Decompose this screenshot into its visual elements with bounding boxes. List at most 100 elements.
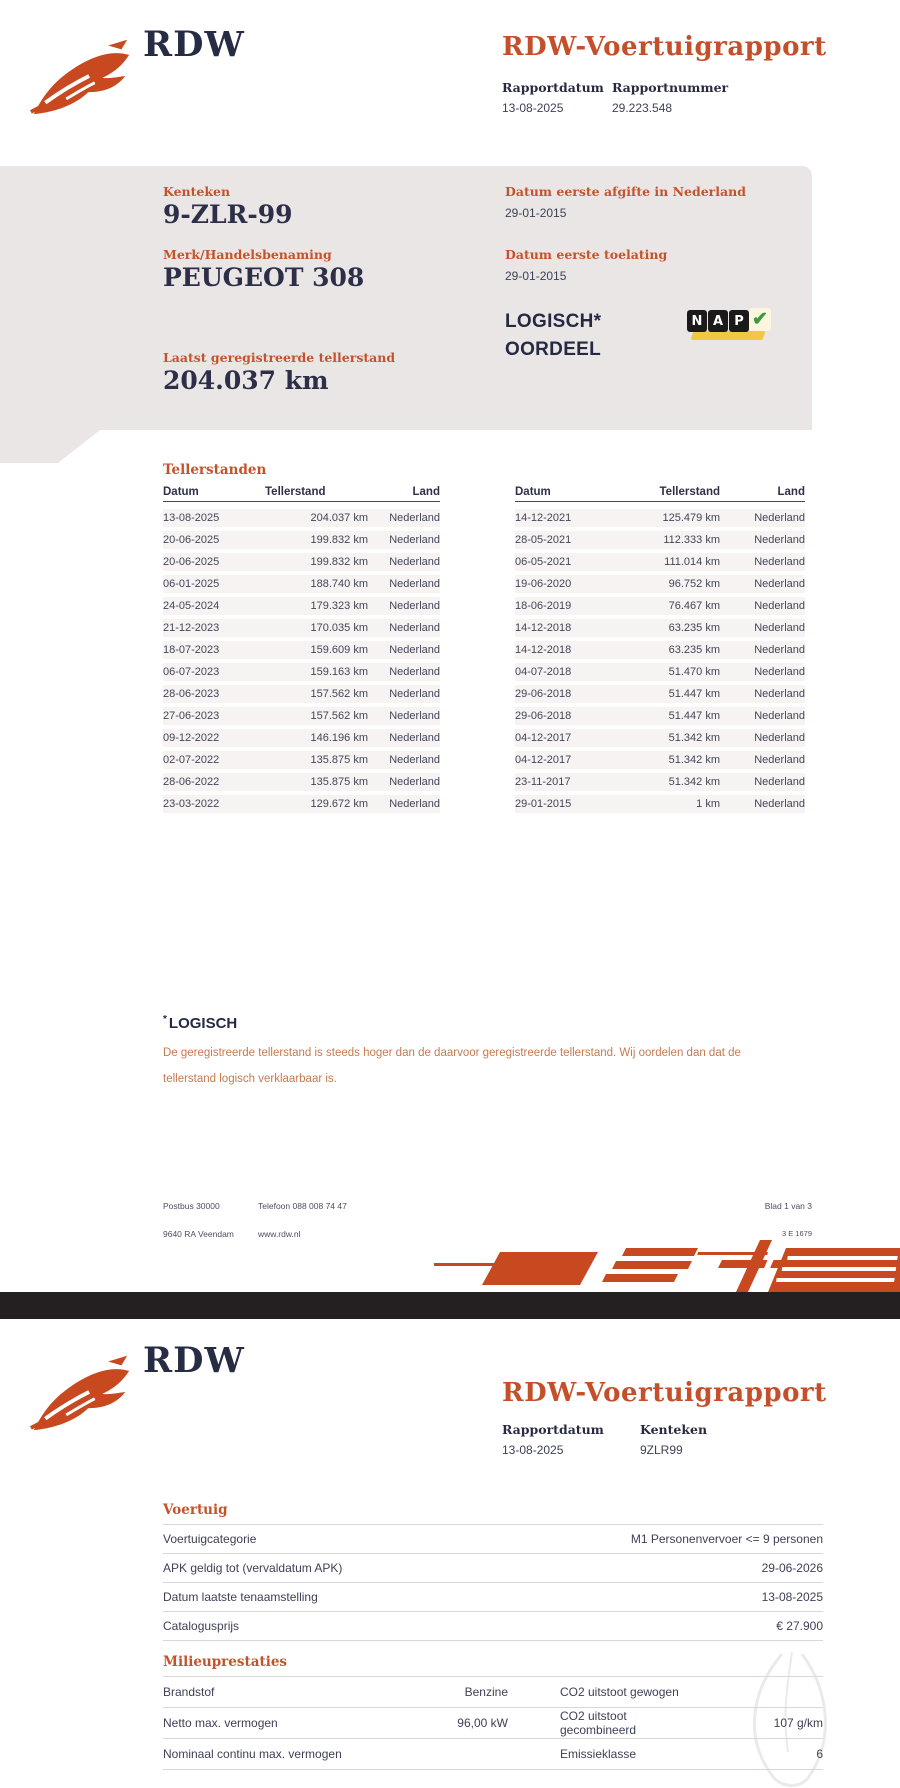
meter-date: 06-07-2023	[163, 666, 220, 678]
table-row: Nominaal continu max. vermogen Emissiekla…	[163, 1739, 823, 1770]
nap-letter-tile: N	[687, 310, 707, 332]
meter-date: 06-01-2025	[163, 578, 220, 590]
toelating-label: Datum eerste toelating	[505, 247, 668, 262]
meter-reading: 129.672 km	[310, 798, 368, 810]
meter-table-header: Datum Tellerstand Land	[163, 486, 440, 502]
table-row: 18-07-2023 159.609 km Nederland	[163, 641, 440, 659]
meter-reading: 157.562 km	[310, 710, 368, 722]
meter-reading: 204.037 km	[310, 512, 368, 524]
meter-reading: 63.235 km	[668, 644, 720, 656]
table-row: Catalogusprijs € 27.900	[163, 1612, 823, 1641]
meter-country: Nederland	[754, 600, 805, 612]
table-row: 14-12-2018 63.235 km Nederland	[515, 619, 805, 637]
meter-table-right: Datum Tellerstand Land 14-12-2021 125.479…	[515, 486, 805, 817]
table-row: 04-07-2018 51.470 km Nederland	[515, 663, 805, 681]
col-tellerstand: Tellerstand	[265, 486, 326, 498]
logisch-heading: * LOGISCH	[163, 1014, 237, 1032]
footer-doc-code: 3 E 1679	[781, 1229, 812, 1238]
spec-label: Netto max. vermogen	[163, 1716, 278, 1730]
table-row: 28-05-2021 112.333 km Nederland	[515, 531, 805, 549]
meter-country: Nederland	[389, 666, 440, 678]
meter-date: 18-06-2019	[515, 600, 572, 612]
meter-reading: 199.832 km	[310, 534, 368, 546]
table-row: 20-06-2025 199.832 km Nederland	[163, 553, 440, 571]
meter-country: Nederland	[754, 644, 805, 656]
meter-reading: 51.447 km	[668, 688, 720, 700]
afgifte-value: 29-01-2015	[505, 206, 567, 220]
rdw-flame-icon	[30, 1355, 130, 1431]
rdw-flame-icon	[30, 39, 130, 115]
table-row: 09-12-2022 146.196 km Nederland	[163, 729, 440, 747]
footer-address: Postbus 30000 9640 RA Veendam	[163, 1192, 234, 1248]
table-row: 04-12-2017 51.342 km Nederland	[515, 751, 805, 769]
watermark-icon	[730, 1651, 860, 1788]
page-title: RDW-Voertuigrapport	[502, 32, 827, 62]
voertuig-table: Voertuigcategorie M1 Personenvervoer <= 9…	[163, 1524, 823, 1641]
meter-country: Nederland	[754, 556, 805, 568]
spec-label: Brandstof	[163, 1685, 215, 1699]
meter-country: Nederland	[389, 798, 440, 810]
kenteken-value: 9ZLR99	[640, 1443, 683, 1457]
spec-value: M1 Personenvervoer <= 9 personen	[630, 1532, 823, 1546]
spec-label: Nominaal continu max. vermogen	[163, 1747, 342, 1761]
milieu-table: Brandstof Benzine CO2 uitstoot gewogen Nett…	[163, 1676, 823, 1770]
brand-wordmark: RDW	[143, 1340, 245, 1381]
table-row: 13-08-2025 204.037 km Nederland	[163, 509, 440, 527]
meter-reading: 170.035 km	[310, 622, 368, 634]
meter-reading: 51.342 km	[668, 776, 720, 788]
rapportnummer-label: Rapportnummer	[612, 80, 729, 95]
meter-date: 28-05-2021	[515, 534, 572, 546]
meter-country: Nederland	[389, 688, 440, 700]
table-row: 18-06-2019 76.467 km Nederland	[515, 597, 805, 615]
table-row: Voertuigcategorie M1 Personenvervoer <= 9…	[163, 1525, 823, 1554]
rdw-logo	[28, 1352, 133, 1432]
meter-country: Nederland	[754, 534, 805, 546]
meter-country: Nederland	[389, 556, 440, 568]
meter-reading: 146.196 km	[310, 732, 368, 744]
table-row: 29-01-2015 1 km Nederland	[515, 795, 805, 813]
meter-country: Nederland	[389, 578, 440, 590]
oordeel-line1: LOGISCH*	[505, 311, 602, 332]
table-row: 27-06-2023 157.562 km Nederland	[163, 707, 440, 725]
meter-reading: 51.342 km	[668, 732, 720, 744]
meter-reading: 159.163 km	[310, 666, 368, 678]
voertuig-heading: Voertuig	[163, 1502, 228, 1518]
meter-reading: 135.875 km	[310, 776, 368, 788]
meter-reading: 179.323 km	[310, 600, 368, 612]
nap-letter-tile: A	[708, 310, 728, 332]
table-row: 04-12-2017 51.342 km Nederland	[515, 729, 805, 747]
footer-phone: Telefoon 088 008 74 47	[258, 1201, 347, 1211]
page-title: RDW-Voertuigrapport	[502, 1378, 827, 1408]
nap-letter-tile: P	[729, 310, 749, 332]
meter-reading: 112.333 km	[663, 534, 720, 546]
spec-label: CO2 uitstoot gewogen	[560, 1685, 679, 1699]
table-row: 14-12-2018 63.235 km Nederland	[515, 641, 805, 659]
meter-reading: 51.342 km	[668, 754, 720, 766]
meter-table-body: 13-08-2025 204.037 km Nederland 20-06-2025 1…	[163, 509, 440, 813]
meter-date: 14-12-2018	[515, 622, 572, 634]
table-row: 02-07-2022 135.875 km Nederland	[163, 751, 440, 769]
toelating-value: 29-01-2015	[505, 269, 567, 283]
nap-logo: N A P ✔	[687, 308, 771, 346]
meter-table-left: Datum Tellerstand Land 13-08-2025 204.037…	[163, 486, 440, 817]
footer-page-number: Blad 1 van 3	[764, 1201, 812, 1211]
meter-country: Nederland	[754, 622, 805, 634]
footer-contact: Telefoon 088 008 74 47 www.rdw.nl	[258, 1192, 347, 1248]
table-row: 24-05-2024 179.323 km Nederland	[163, 597, 440, 615]
meter-reading: 159.609 km	[310, 644, 368, 656]
meter-reading: 125.479 km	[662, 512, 720, 524]
table-row: 06-07-2023 159.163 km Nederland	[163, 663, 440, 681]
table-row: 14-12-2021 125.479 km Nederland	[515, 509, 805, 527]
meter-date: 14-12-2021	[515, 512, 572, 524]
meter-reading: 51.470 km	[668, 666, 720, 678]
meter-reading: 157.562 km	[310, 688, 368, 700]
table-row: 06-01-2025 188.740 km Nederland	[163, 575, 440, 593]
logisch-body: De geregistreerde tellerstand is steeds …	[163, 1047, 741, 1085]
meter-country: Nederland	[754, 710, 805, 722]
meter-date: 04-07-2018	[515, 666, 572, 678]
meter-date: 14-12-2018	[515, 644, 572, 656]
panel-tail-shape	[0, 430, 100, 463]
meter-country: Nederland	[389, 512, 440, 524]
meter-reading: 135.875 km	[310, 754, 368, 766]
